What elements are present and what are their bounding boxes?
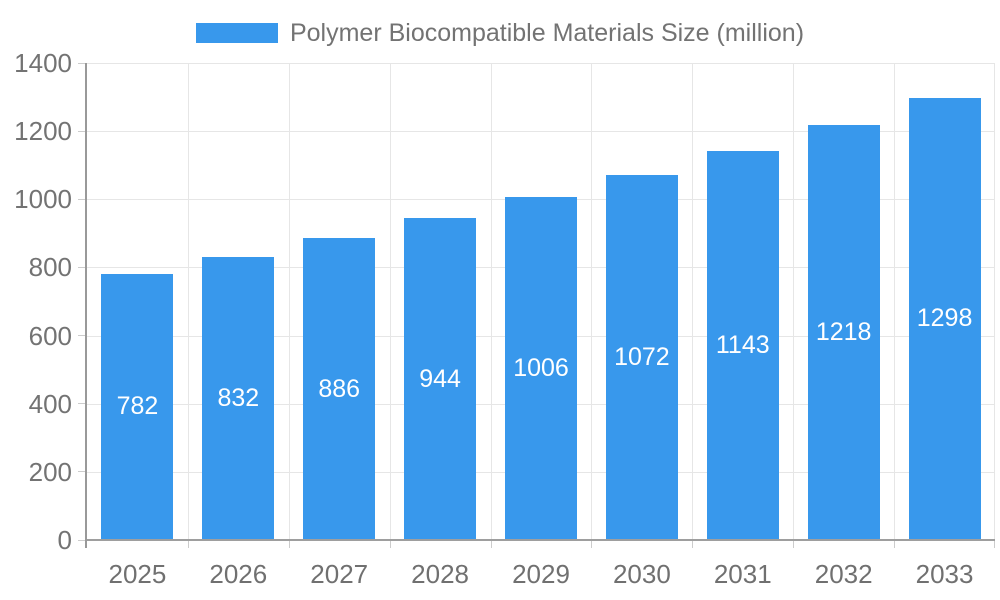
x-axis-line xyxy=(87,539,995,541)
v-gridline-5 xyxy=(591,63,593,540)
bar-2030[interactable]: 1072 xyxy=(605,174,678,540)
y-tick-1200 xyxy=(78,130,87,132)
bar-2033[interactable]: 1298 xyxy=(908,97,981,540)
x-tick-8 xyxy=(894,540,896,548)
y-axis-line xyxy=(85,63,87,548)
y-tick-1400 xyxy=(78,62,87,64)
v-gridline-7 xyxy=(793,63,795,540)
bar-2031[interactable]: 1143 xyxy=(706,150,779,540)
v-gridline-1 xyxy=(187,63,189,540)
x-axis-label-2031: 2031 xyxy=(713,559,772,589)
v-gridline-6 xyxy=(692,63,694,540)
bar-value-2033: 1298 xyxy=(916,304,973,333)
x-axis-label-2027: 2027 xyxy=(310,559,369,589)
legend[interactable]: Polymer Biocompatible Materials Size (mi… xyxy=(0,13,1000,53)
y-axis-label-800: 800 xyxy=(28,252,72,283)
bar-2026[interactable]: 832 xyxy=(202,256,275,540)
bar-value-2030: 1072 xyxy=(614,342,670,371)
bar-2025[interactable]: 782 xyxy=(101,273,174,540)
bar-value-2028: 944 xyxy=(419,364,461,393)
x-axis-label-2030: 2030 xyxy=(612,559,671,589)
y-tick-600 xyxy=(78,335,87,337)
v-gridline-3 xyxy=(389,63,391,540)
v-gridline-2 xyxy=(288,63,290,540)
x-tick-2 xyxy=(288,540,290,548)
v-gridline-9 xyxy=(994,63,995,540)
y-tick-400 xyxy=(78,403,87,405)
x-tick-4 xyxy=(490,540,492,548)
bar-2029[interactable]: 1006 xyxy=(505,197,577,540)
v-gridline-4 xyxy=(490,63,492,540)
legend-swatch xyxy=(195,23,278,43)
bar-2027[interactable]: 886 xyxy=(303,238,376,540)
x-axis-label-2033: 2033 xyxy=(915,559,974,589)
plot-area: 782 832 886 944 1006 1072 1143 1218 1298 xyxy=(87,63,995,540)
y-axis-label-1000: 1000 xyxy=(14,184,72,215)
x-axis-label-2025: 2025 xyxy=(108,559,167,589)
x-axis-label-2026: 2026 xyxy=(209,559,268,589)
y-axis-label-600: 600 xyxy=(28,320,72,351)
x-axis-label-2028: 2028 xyxy=(411,559,470,589)
bar-value-2031: 1143 xyxy=(715,330,770,359)
x-tick-5 xyxy=(591,540,593,548)
bar-value-2027: 886 xyxy=(318,374,361,403)
y-axis-label-1400: 1400 xyxy=(14,48,72,78)
h-gridline-1400 xyxy=(87,63,995,64)
bar-value-2032: 1218 xyxy=(815,318,872,346)
x-tick-1 xyxy=(187,540,189,548)
x-axis-label-2032: 2032 xyxy=(814,559,873,589)
y-tick-800 xyxy=(78,266,87,268)
legend-label: Polymer Biocompatible Materials Size (mi… xyxy=(289,18,805,47)
y-axis-label-200: 200 xyxy=(28,456,72,487)
x-tick-7 xyxy=(793,540,795,548)
y-tick-1000 xyxy=(78,198,87,200)
h-gridline-1200 xyxy=(87,131,995,133)
x-axis-label-2029: 2029 xyxy=(512,559,570,589)
x-tick-3 xyxy=(389,540,391,548)
y-tick-0 xyxy=(78,539,87,541)
bar-2032[interactable]: 1218 xyxy=(807,125,880,540)
bar-value-2026: 832 xyxy=(217,383,260,412)
bar-value-2029: 1006 xyxy=(513,354,569,383)
y-axis-label-0: 0 xyxy=(57,525,72,555)
x-tick-9 xyxy=(994,540,995,548)
y-tick-200 xyxy=(78,471,87,473)
v-gridline-8 xyxy=(894,63,896,540)
y-axis-label-1200: 1200 xyxy=(14,116,72,147)
bar-value-2025: 782 xyxy=(116,392,159,421)
y-axis-label-400: 400 xyxy=(28,388,72,419)
bar-2028[interactable]: 944 xyxy=(404,218,477,540)
x-tick-6 xyxy=(692,540,694,548)
